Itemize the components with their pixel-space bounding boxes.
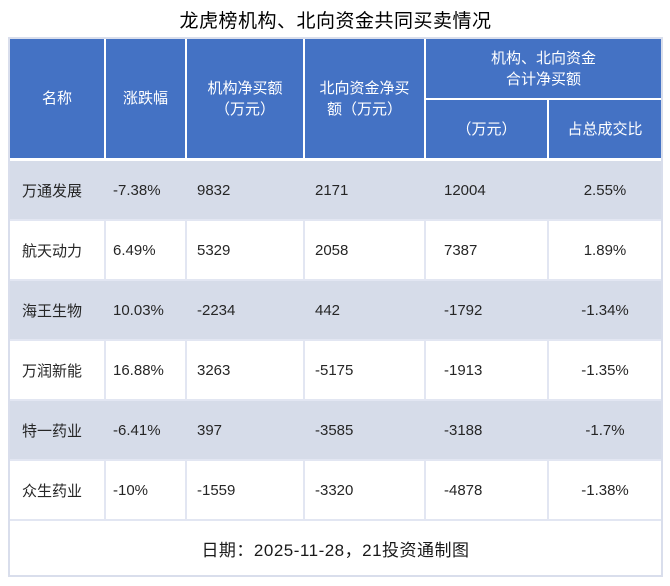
table-row: 特一药业 -6.41% 397 -3585 -3188 -1.7% xyxy=(10,399,661,459)
cell-stock-name: 特一药业 xyxy=(10,401,104,459)
table-row: 海王生物 10.03% -2234 442 -1792 -1.34% xyxy=(10,279,661,339)
cell-turnover-ratio: -1.34% xyxy=(549,281,661,339)
cell-northbound-net: 2171 xyxy=(305,161,424,219)
cell-stock-name: 海王生物 xyxy=(10,281,104,339)
cell-institution-net: -1559 xyxy=(187,461,303,519)
header-label-north-line1: 北向资金净买 xyxy=(319,79,410,97)
cell-northbound-net: -3585 xyxy=(305,401,424,459)
header-cell-turnover-ratio: 占总成交比 xyxy=(549,100,661,158)
cell-stock-name: 万通发展 xyxy=(10,161,104,219)
header-label-combined-line1: 机构、北向资金 xyxy=(490,49,596,67)
cell-change-pct: -6.41% xyxy=(106,401,185,459)
cell-change-pct: -7.38% xyxy=(106,161,185,219)
cell-institution-net: 397 xyxy=(187,401,303,459)
table-footer: 日期：2025-11-28，21投资通制图 xyxy=(10,519,661,575)
cell-institution-net: 5329 xyxy=(187,221,303,279)
cell-stock-name: 航天动力 xyxy=(10,221,104,279)
cell-combined-net: -1913 xyxy=(426,341,547,399)
header-label-inst-line2: （万元） xyxy=(214,100,275,118)
header-cell-change: 涨跌幅 xyxy=(106,39,185,158)
cell-turnover-ratio: -1.35% xyxy=(549,341,661,399)
cell-institution-net: -2234 xyxy=(187,281,303,339)
header-label-inst-line1: 机构净买额 xyxy=(207,79,283,97)
table-row: 万通发展 -7.38% 9832 2171 12004 2.55% xyxy=(10,158,661,219)
table-row: 众生药业 -10% -1559 -3320 -4878 -1.38% xyxy=(10,459,661,519)
cell-change-pct: 10.03% xyxy=(106,281,185,339)
cell-turnover-ratio: 1.89% xyxy=(549,221,661,279)
cell-combined-net: 12004 xyxy=(426,161,547,219)
header-cell-name: 名称 xyxy=(10,39,104,158)
page-title: 龙虎榜机构、北向资金共同买卖情况 xyxy=(179,11,492,32)
header-cell-northbound-net-buy: 北向资金净买 额（万元） xyxy=(305,39,424,158)
cell-combined-net: -3188 xyxy=(426,401,547,459)
cell-northbound-net: 442 xyxy=(305,281,424,339)
cell-turnover-ratio: -1.38% xyxy=(549,461,661,519)
cell-institution-net: 9832 xyxy=(187,161,303,219)
cell-combined-net: -4878 xyxy=(426,461,547,519)
cell-change-pct: -10% xyxy=(106,461,185,519)
table-row: 航天动力 6.49% 5329 2058 7387 1.89% xyxy=(10,219,661,279)
header-label-north-line2: 额（万元） xyxy=(326,100,402,118)
header-label-combined-line2: 合计净买额 xyxy=(505,70,581,88)
footer-date-credit: 日期：2025-11-28，21投资通制图 xyxy=(201,540,470,560)
table-header: 名称 涨跌幅 机构净买额 （万元） 北向资金净买 额（万元） 机构、北向资金 合… xyxy=(10,39,661,158)
table-row: 万润新能 16.88% 3263 -5175 -1913 -1.35% xyxy=(10,339,661,399)
header-cell-institution-net-buy: 机构净买额 （万元） xyxy=(187,39,303,158)
cell-stock-name: 万润新能 xyxy=(10,341,104,399)
cell-stock-name: 众生药业 xyxy=(10,461,104,519)
cell-institution-net: 3263 xyxy=(187,341,303,399)
cell-turnover-ratio: 2.55% xyxy=(549,161,661,219)
header-cell-combined-unit: （万元） xyxy=(426,100,547,158)
stock-table: 名称 涨跌幅 机构净买额 （万元） 北向资金净买 额（万元） 机构、北向资金 合… xyxy=(8,37,663,577)
header-label-change: 涨跌幅 xyxy=(122,90,168,107)
header-label-name: 名称 xyxy=(41,90,72,107)
header-label-combined-unit: （万元） xyxy=(456,120,517,138)
cell-northbound-net: 2058 xyxy=(305,221,424,279)
cell-combined-net: 7387 xyxy=(426,221,547,279)
header-label-turnover-ratio: 占总成交比 xyxy=(567,120,643,138)
header-cell-combined-net-buy: 机构、北向资金 合计净买额 xyxy=(426,39,661,98)
cell-change-pct: 16.88% xyxy=(106,341,185,399)
cell-northbound-net: -3320 xyxy=(305,461,424,519)
cell-turnover-ratio: -1.7% xyxy=(549,401,661,459)
cell-combined-net: -1792 xyxy=(426,281,547,339)
cell-change-pct: 6.49% xyxy=(106,221,185,279)
cell-northbound-net: -5175 xyxy=(305,341,424,399)
